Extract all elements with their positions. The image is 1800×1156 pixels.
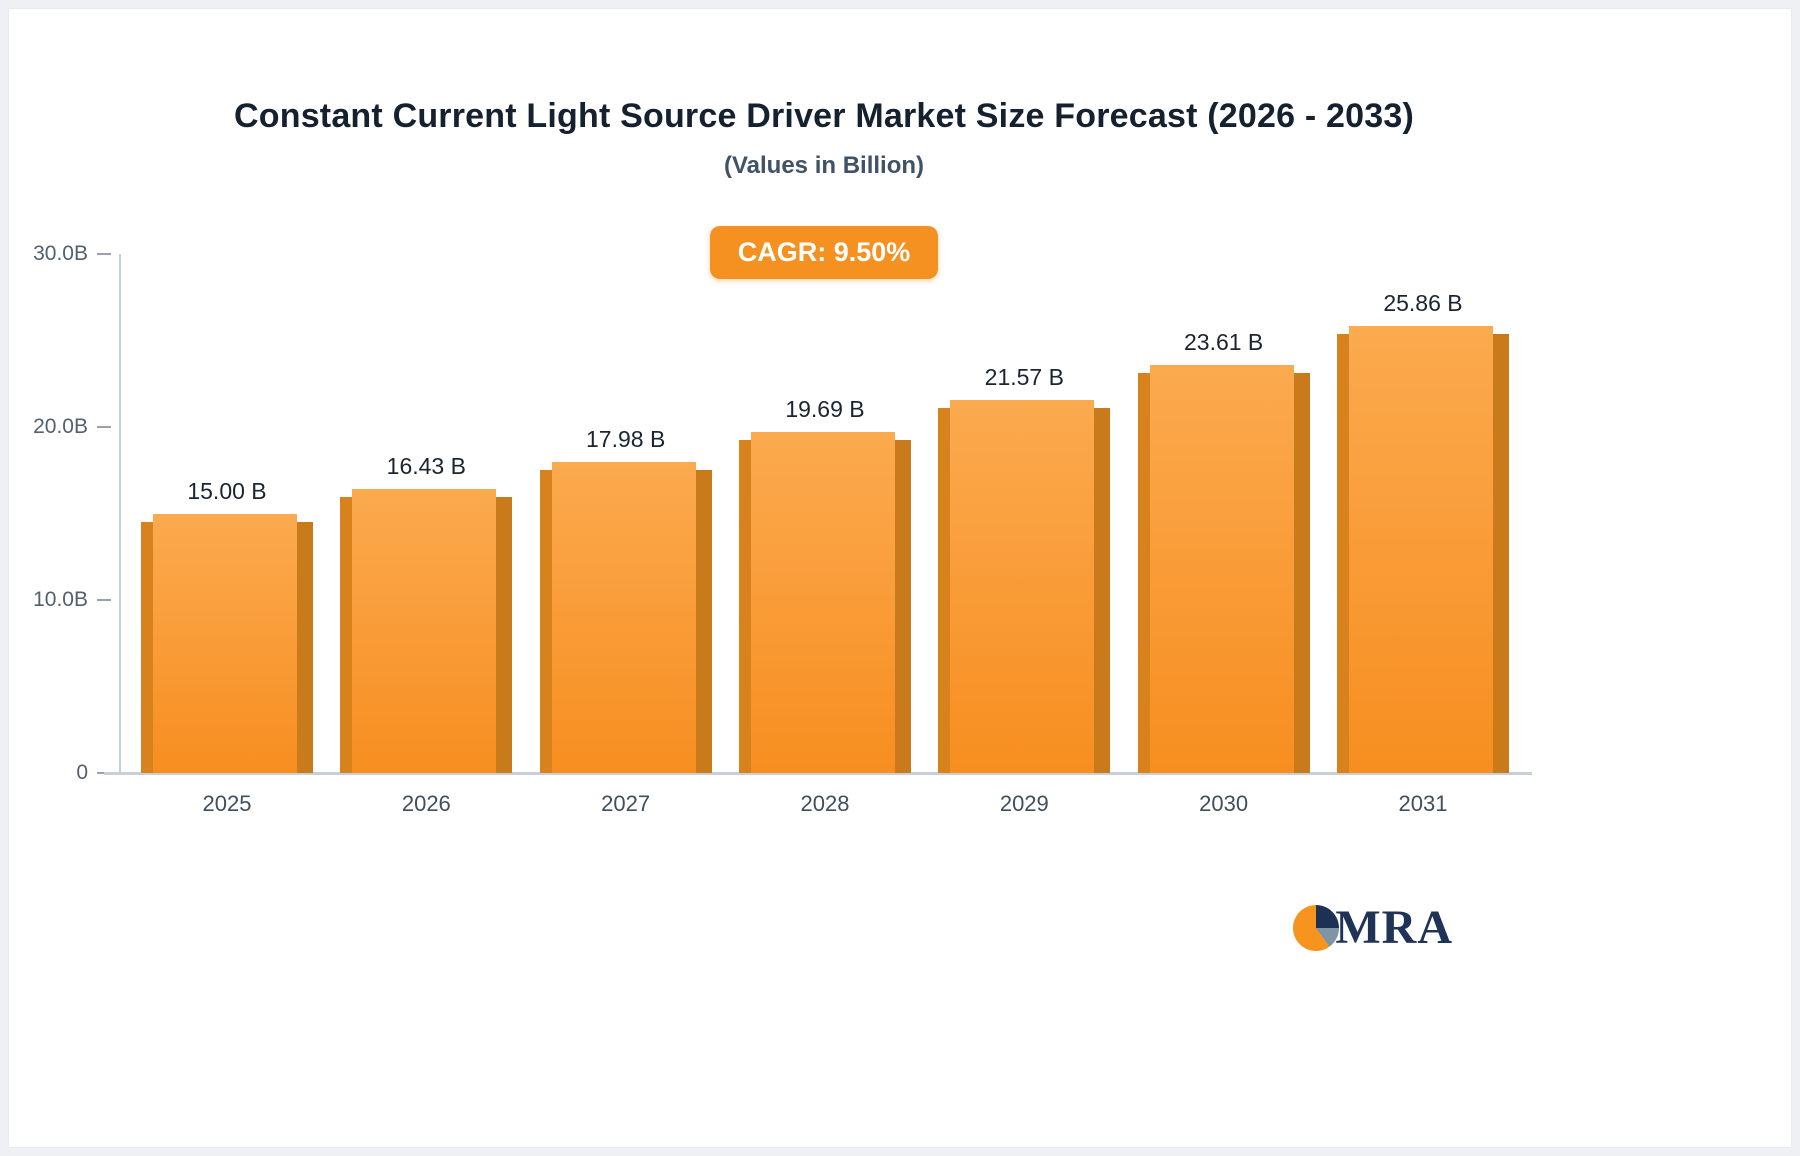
bar-value-label: 21.57 B [984,363,1064,390]
bar-side-face [695,469,712,773]
chart-subtitle: (Values in Billion) [723,152,925,179]
x-axis-line [104,772,1532,775]
bar-2029 [938,399,1111,773]
bar-2027 [539,461,712,773]
x-axis-label: 2030 [1199,791,1249,816]
chart-title: Constant Current Light Source Driver Mar… [234,97,1414,135]
y-tick: 10.0B [30,588,111,612]
bar-slot: 25.86 B [1336,254,1509,773]
y-tick-mark [97,253,111,255]
x-axis-label: 2027 [601,791,651,816]
bar-side-face [141,521,153,773]
plot-area: 15.00 B 16.43 B 17.98 B 19.69 B 21.57 B 23.61… [121,254,1529,773]
bar-slot: 23.61 B [1137,254,1310,773]
bar-face [153,513,297,773]
bar-side-face [1336,333,1349,773]
bar-face [950,399,1095,773]
x-axis-label: 2029 [999,791,1049,816]
y-tick-label: 0 [76,761,88,784]
bar-value-label: 16.43 B [386,452,466,479]
y-axis: 30.0B 20.0B 10.0B 0 [9,242,111,784]
mra-logo: MRA [1293,901,1453,954]
y-tick-mark [97,599,111,601]
bar-face [352,488,497,773]
bar-side-face [1492,333,1509,773]
bar-side-face [297,521,313,773]
bar-value-label: 23.61 B [1183,328,1264,355]
x-axis-label: 2028 [800,791,850,816]
bar-face [750,432,895,773]
bar-2025 [141,513,313,773]
x-axis-labels: 2025 2026 2027 2028 2029 2030 2031 [121,791,1529,817]
y-tick: 0 [30,761,111,785]
bar-slot: 17.98 B [539,254,712,773]
cagr-badge: CAGR: 9.50% [709,226,939,279]
bar-value-label: 15.00 B [187,477,267,504]
bar-face [1348,325,1493,773]
chart-header: Constant Current Light Source Driver Mar… [9,9,1639,279]
y-axis-line [119,254,121,773]
mra-logo-text: MRA [1335,901,1453,954]
bar-side-face [340,496,353,773]
x-axis-label: 2026 [401,791,451,816]
bar-side-face [539,469,552,773]
x-axis-label: 2025 [202,791,252,816]
bar-slot: 15.00 B [141,254,313,773]
bar-face [551,461,696,773]
y-tick-mark [97,426,111,428]
y-tick-label: 30.0B [33,242,88,265]
bar-value-label: 17.98 B [586,425,666,452]
bar-slot: 19.69 B [738,254,911,773]
bar-2030 [1137,364,1310,773]
bar-side-face [1094,407,1111,773]
bar-value-label: 25.86 B [1383,289,1463,316]
bar-2026 [340,488,513,773]
bar-side-face [496,496,513,773]
y-tick-label: 20.0B [33,415,88,438]
y-tick: 20.0B [30,415,111,439]
bar-slot: 16.43 B [340,254,513,773]
bar-face [1149,364,1294,773]
y-tick-label: 10.0B [33,588,88,611]
bar-value-label: 19.69 B [785,396,865,423]
bar-side-face [1293,372,1310,773]
chart-card: Constant Current Light Source Driver Mar… [8,8,1792,1148]
bar-side-face [938,407,951,773]
bar-slot: 21.57 B [938,254,1111,773]
x-axis-label: 2031 [1398,791,1448,816]
y-tick: 30.0B [30,242,111,266]
bar-2028 [738,432,911,773]
bar-2031 [1336,325,1509,773]
mra-logo-icon [1293,905,1340,951]
bar-side-face [1137,372,1150,773]
bar-side-face [894,440,911,773]
bar-side-face [738,440,751,773]
